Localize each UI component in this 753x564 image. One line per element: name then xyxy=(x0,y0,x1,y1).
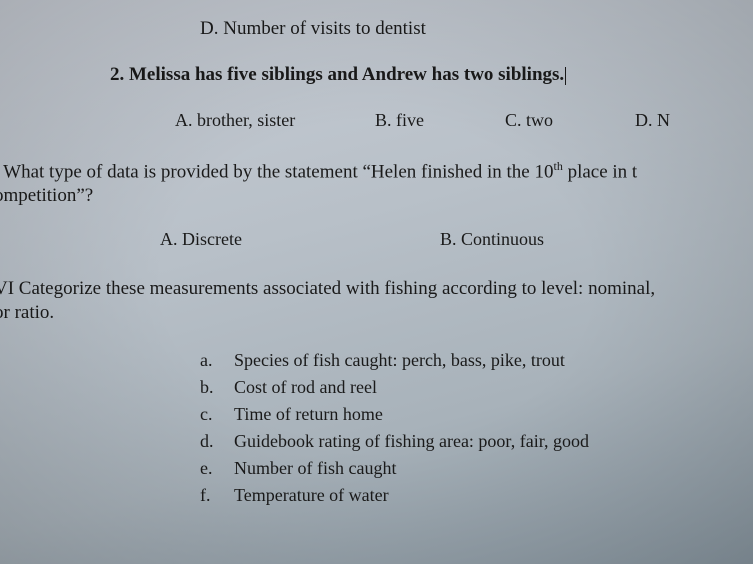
list-text: Time of return home xyxy=(234,404,383,425)
list-text: Number of fish caught xyxy=(234,458,396,479)
q2-option-b: B. five xyxy=(375,110,505,131)
question-2: 2. Melissa has five siblings and Andrew … xyxy=(110,64,753,86)
categorize-line2: or ratio. xyxy=(0,302,753,324)
list-item: e. Number of fish caught xyxy=(200,458,753,479)
q2-option-a: A. brother, sister xyxy=(175,110,375,131)
categorize-line1: VI Categorize these measurements associa… xyxy=(0,278,753,300)
q-line1-sup: th xyxy=(553,159,562,173)
q-line1-post: place in t xyxy=(563,161,637,182)
measurement-list: a. Species of fish caught: perch, bass, … xyxy=(200,350,753,506)
list-letter: f. xyxy=(200,485,234,506)
q-line1-pre: . What type of data is provided by the s… xyxy=(0,161,553,182)
option-continuous: B. Continuous xyxy=(440,229,640,250)
question-2-options: A. brother, sister B. five C. two D. N xyxy=(175,110,753,131)
q2-option-c: C. two xyxy=(505,110,635,131)
list-item: f. Temperature of water xyxy=(200,485,753,506)
list-item: d. Guidebook rating of fishing area: poo… xyxy=(200,431,753,452)
list-letter: c. xyxy=(200,404,234,425)
list-text: Temperature of water xyxy=(234,485,389,506)
list-text: Guidebook rating of fishing area: poor, … xyxy=(234,431,589,452)
list-item: b. Cost of rod and reel xyxy=(200,377,753,398)
list-letter: a. xyxy=(200,350,234,371)
option-discrete: A. Discrete xyxy=(160,229,440,250)
question-data-type-line2: ompetition”? xyxy=(0,185,753,207)
q2-option-d: D. N xyxy=(635,110,695,131)
text-cursor xyxy=(565,67,566,85)
list-item: a. Species of fish caught: perch, bass, … xyxy=(200,350,753,371)
question-2-text: 2. Melissa has five siblings and Andrew … xyxy=(110,64,564,85)
list-text: Cost of rod and reel xyxy=(234,377,377,398)
answer-option-d: D. Number of visits to dentist xyxy=(200,18,753,40)
list-text: Species of fish caught: perch, bass, pik… xyxy=(234,350,565,371)
list-letter: d. xyxy=(200,431,234,452)
list-item: c. Time of return home xyxy=(200,404,753,425)
question-data-type-line1: . What type of data is provided by the s… xyxy=(0,159,753,183)
list-letter: b. xyxy=(200,377,234,398)
data-type-options: A. Discrete B. Continuous xyxy=(160,229,753,250)
list-letter: e. xyxy=(200,458,234,479)
